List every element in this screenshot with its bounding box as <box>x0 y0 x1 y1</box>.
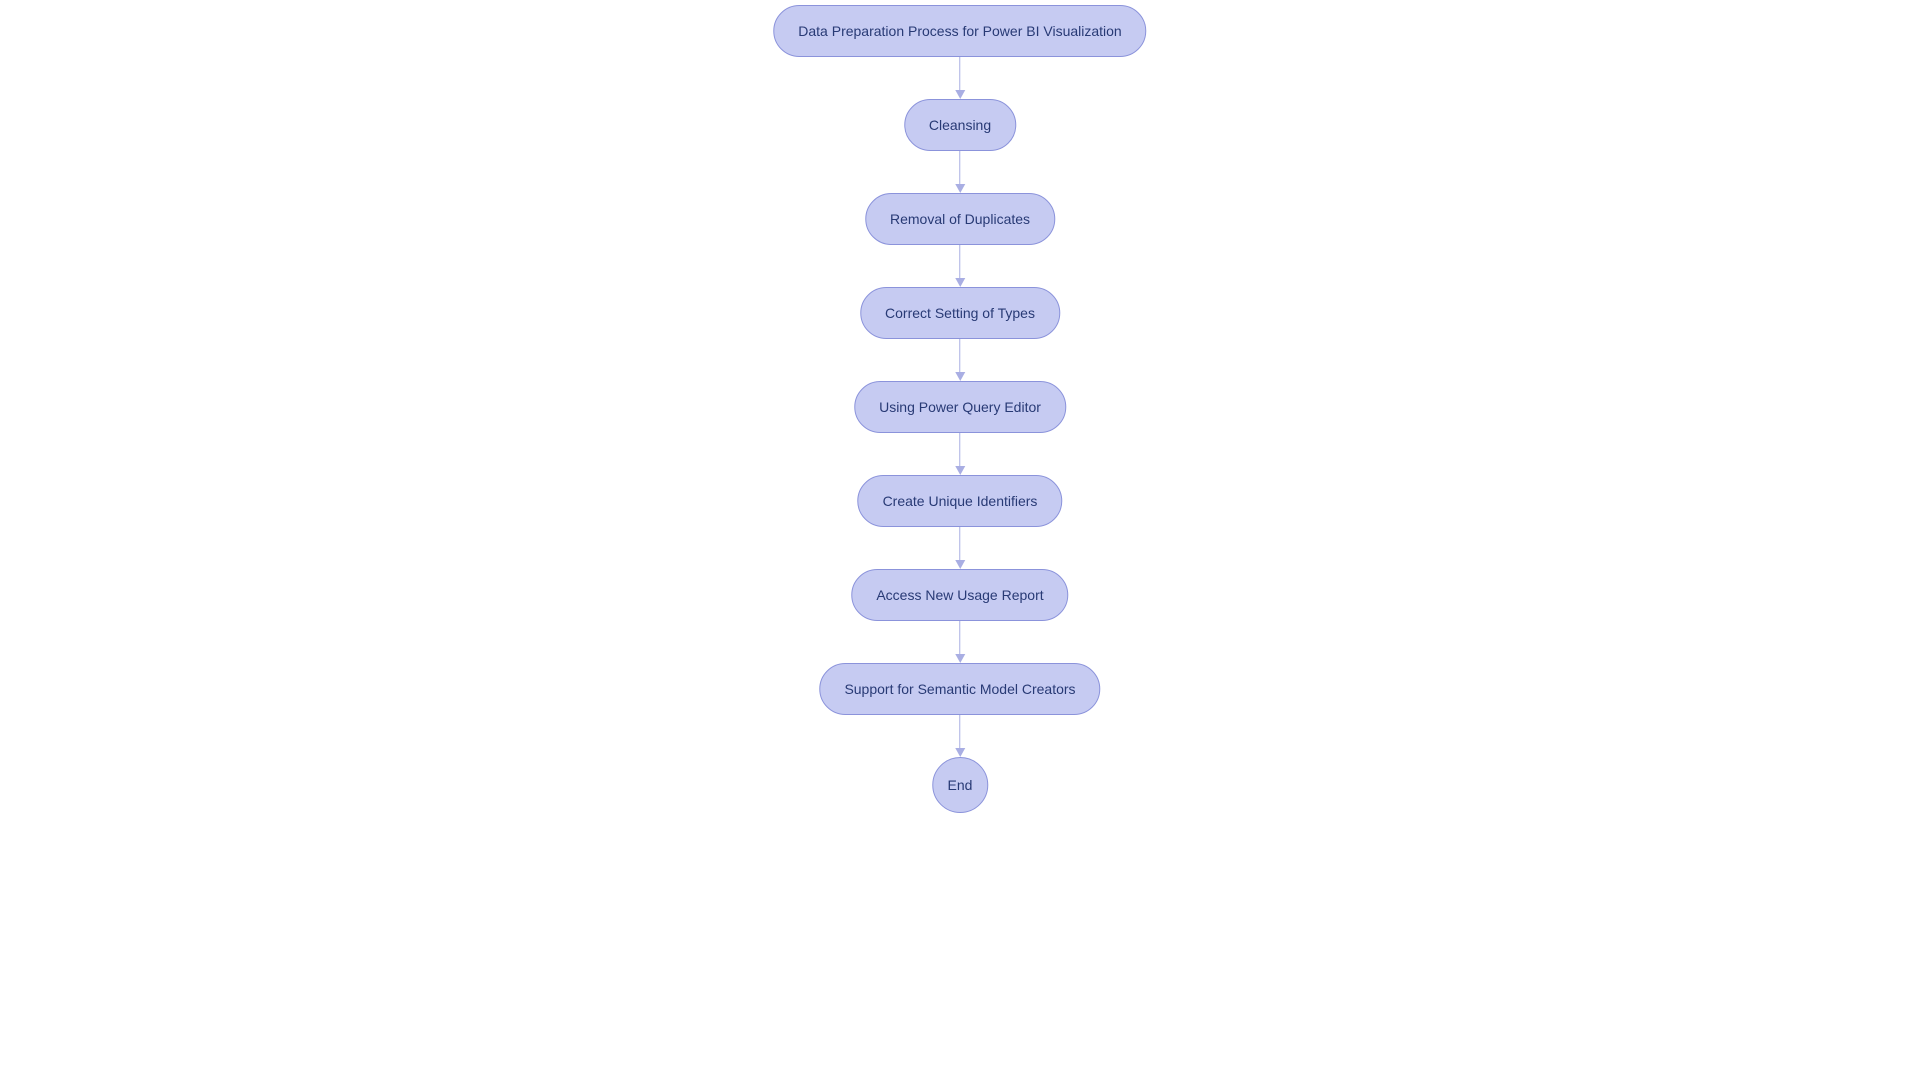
arrowhead-icon <box>955 372 965 381</box>
node-label: Support for Semantic Model Creators <box>844 681 1075 697</box>
flowchart-node: Create Unique Identifiers <box>858 475 1063 527</box>
edge-line <box>959 339 961 372</box>
node-label: Cleansing <box>929 117 991 133</box>
flowchart-container: Data Preparation Process for Power BI Vi… <box>773 5 1146 813</box>
flowchart-node: Using Power Query Editor <box>854 381 1066 433</box>
edge-line <box>959 621 961 654</box>
node-label: Correct Setting of Types <box>885 305 1035 321</box>
flowchart-edge <box>959 527 961 569</box>
flowchart-node: Correct Setting of Types <box>860 287 1060 339</box>
flowchart-edge <box>959 715 961 757</box>
arrowhead-icon <box>955 90 965 99</box>
flowchart-node: Cleansing <box>904 99 1016 151</box>
flowchart-edge <box>959 151 961 193</box>
flowchart-node: Data Preparation Process for Power BI Vi… <box>773 5 1146 57</box>
flowchart-node: Removal of Duplicates <box>865 193 1055 245</box>
flowchart-edge <box>959 245 961 287</box>
node-label: Data Preparation Process for Power BI Vi… <box>798 23 1121 39</box>
node-label: Create Unique Identifiers <box>883 493 1038 509</box>
edge-line <box>959 433 961 466</box>
arrowhead-icon <box>955 184 965 193</box>
arrowhead-icon <box>955 466 965 475</box>
arrowhead-icon <box>955 278 965 287</box>
flowchart-node: Support for Semantic Model Creators <box>819 663 1100 715</box>
edge-line <box>959 527 961 560</box>
edge-line <box>959 151 961 184</box>
edge-line <box>959 57 961 90</box>
flowchart-edge <box>959 433 961 475</box>
node-label: End <box>948 777 973 793</box>
arrowhead-icon <box>955 748 965 757</box>
flowchart-edge <box>959 57 961 99</box>
node-label: Using Power Query Editor <box>879 399 1041 415</box>
flowchart-node: Access New Usage Report <box>851 569 1068 621</box>
arrowhead-icon <box>955 560 965 569</box>
flowchart-edge <box>959 621 961 663</box>
edge-line <box>959 245 961 278</box>
flowchart-edge <box>959 339 961 381</box>
edge-line <box>959 715 961 748</box>
node-label: Access New Usage Report <box>876 587 1043 603</box>
arrowhead-icon <box>955 654 965 663</box>
node-label: Removal of Duplicates <box>890 211 1030 227</box>
flowchart-end-node: End <box>932 757 988 813</box>
